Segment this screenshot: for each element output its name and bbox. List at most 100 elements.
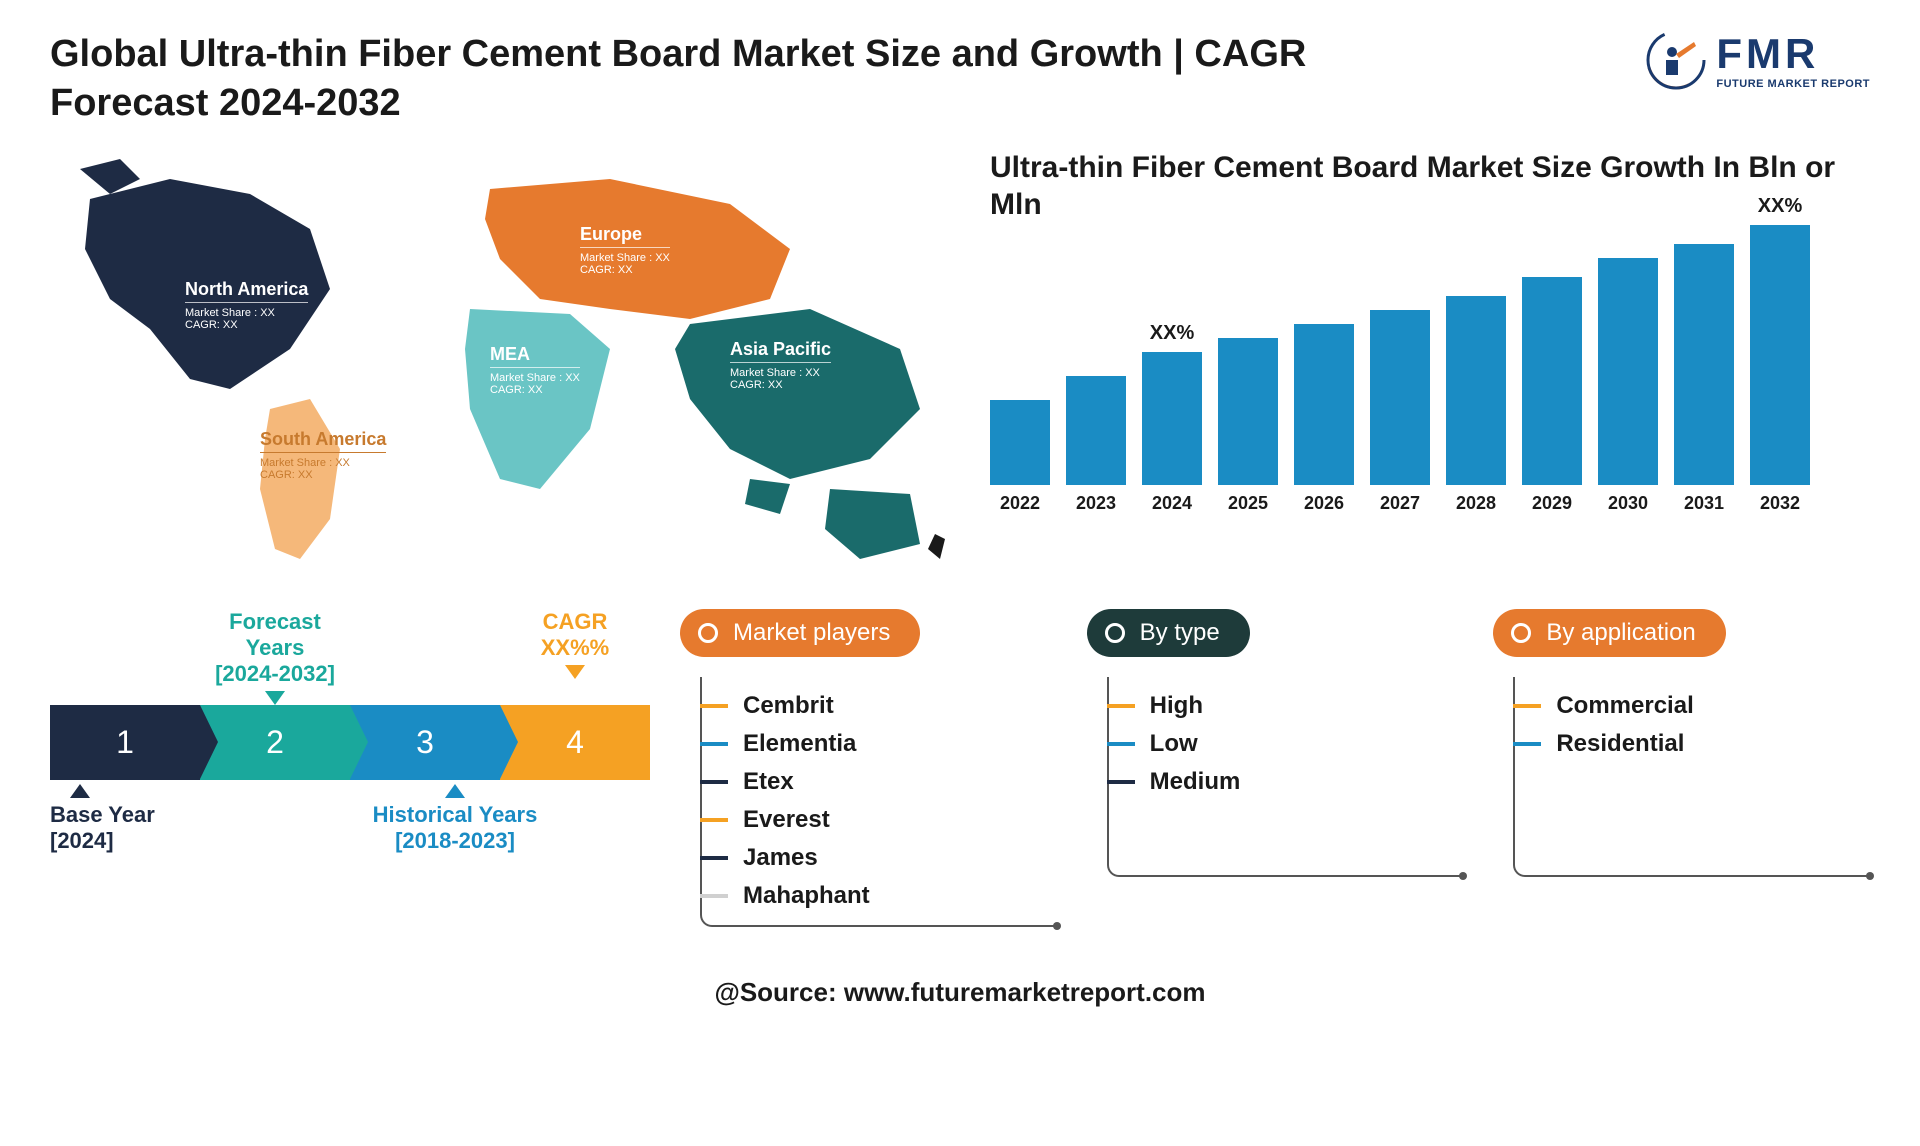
list-item-text: Everest <box>743 806 830 834</box>
bar-wrap: 2026 <box>1294 324 1354 514</box>
chart-bar <box>1750 225 1810 485</box>
bar-annotation: XX% <box>1758 195 1802 218</box>
tick-icon <box>1513 742 1541 746</box>
bar-wrap: 2029 <box>1522 277 1582 514</box>
chart-bar <box>1066 376 1126 485</box>
tick-icon <box>1107 704 1135 708</box>
tick-icon <box>1513 704 1541 708</box>
list-item-text: Commercial <box>1556 692 1693 720</box>
list-item-text: Low <box>1150 730 1198 758</box>
region-share: Market Share : XX <box>490 372 580 384</box>
category-by-type: By type High Low Medium <box>1087 609 1464 877</box>
list-item: James <box>700 839 1057 877</box>
tick-icon <box>700 894 728 898</box>
region-label-eu: Europe Market Share : XX CAGR: XX <box>580 224 670 276</box>
category-market-players: Market players Cembrit Elementia Etex Evere… <box>680 609 1057 927</box>
region-label-mea: MEA Market Share : XX CAGR: XX <box>490 344 580 396</box>
list-item: Etex <box>700 763 1057 801</box>
category-title: Market players <box>733 619 890 647</box>
list-item: Commercial <box>1513 687 1870 725</box>
triangle-up-icon <box>445 784 465 798</box>
page-title: Global Ultra-thin Fiber Cement Board Mar… <box>50 30 1350 129</box>
timeline-seg-4: 4 <box>500 705 650 780</box>
region-share: Market Share : XX <box>185 307 308 319</box>
timeline-seg-1: 1 <box>50 705 200 780</box>
region-name: MEA <box>490 344 580 368</box>
triangle-up-icon <box>70 784 90 798</box>
region-share: Market Share : XX <box>580 252 670 264</box>
category-header: By application <box>1493 609 1725 657</box>
list-item: High <box>1107 687 1464 725</box>
list-item-text: Residential <box>1556 730 1684 758</box>
bar-x-label: 2029 <box>1532 493 1572 514</box>
region-name: Europe <box>580 224 670 248</box>
chart-bar <box>1142 352 1202 484</box>
chart-bar <box>990 400 1050 485</box>
tick-icon <box>1107 742 1135 746</box>
list-item-text: Medium <box>1150 768 1241 796</box>
category-header: By type <box>1087 609 1250 657</box>
region-name: South America <box>260 429 386 453</box>
region-share: Market Share : XX <box>260 457 386 469</box>
region-cagr: CAGR: XX <box>490 384 580 396</box>
base-year-label: Base Year <box>50 802 155 827</box>
bar-x-label: 2027 <box>1380 493 1420 514</box>
bar-x-label: 2023 <box>1076 493 1116 514</box>
bar-x-label: 2030 <box>1608 493 1648 514</box>
bar-wrap: 2031 <box>1674 244 1734 514</box>
bar-x-label: 2028 <box>1456 493 1496 514</box>
list-item: Medium <box>1107 763 1464 801</box>
tick-icon <box>700 742 728 746</box>
logo-subtitle: FUTURE MARKET REPORT <box>1716 78 1870 90</box>
list-item: Everest <box>700 801 1057 839</box>
bar-x-label: 2025 <box>1228 493 1268 514</box>
list-item: Cembrit <box>700 687 1057 725</box>
list-item: Elementia <box>700 725 1057 763</box>
tick-icon <box>700 780 728 784</box>
chart-bar <box>1674 244 1734 485</box>
historical-label: Historical Years <box>373 802 538 827</box>
source-attribution: @Source: www.futuremarketreport.com <box>50 977 1870 1008</box>
list-item-text: Mahaphant <box>743 882 870 910</box>
bar-x-label: 2032 <box>1760 493 1800 514</box>
region-name: Asia Pacific <box>730 339 831 363</box>
spyglass-person-icon <box>1646 30 1706 90</box>
chart-bar <box>1522 277 1582 485</box>
forecast-label: Forecast Years <box>229 609 321 660</box>
category-by-application: By application Commercial Residential <box>1493 609 1870 877</box>
list-item-text: Cembrit <box>743 692 834 720</box>
cagr-label: CAGR <box>543 609 608 634</box>
list-item-text: Etex <box>743 768 794 796</box>
chart-bar <box>1446 296 1506 485</box>
bar-wrap: XX%2032 <box>1750 225 1810 514</box>
region-share: Market Share : XX <box>730 367 831 379</box>
chart-bar <box>1598 258 1658 485</box>
bar-wrap: 2025 <box>1218 338 1278 514</box>
region-cagr: CAGR: XX <box>580 264 670 276</box>
list-item: Residential <box>1513 725 1870 763</box>
list-item-text: Elementia <box>743 730 856 758</box>
region-name: North America <box>185 279 308 303</box>
growth-bar-chart: Ultra-thin Fiber Cement Board Market Siz… <box>990 149 1870 569</box>
bar-wrap: 2030 <box>1598 258 1658 514</box>
list-item: Low <box>1107 725 1464 763</box>
chart-bar <box>1218 338 1278 485</box>
list-item: Mahaphant <box>700 877 1057 915</box>
cagr-value: XX%% <box>541 635 609 660</box>
historical-value: [2018-2023] <box>395 828 515 853</box>
tick-icon <box>1107 780 1135 784</box>
list-item-text: James <box>743 844 818 872</box>
category-title: By type <box>1140 619 1220 647</box>
chart-title: Ultra-thin Fiber Cement Board Market Siz… <box>990 149 1870 224</box>
bar-wrap: 2022 <box>990 400 1050 514</box>
region-label-sa: South America Market Share : XX CAGR: XX <box>260 429 386 481</box>
bar-x-label: 2031 <box>1684 493 1724 514</box>
category-header: Market players <box>680 609 920 657</box>
tick-icon <box>700 818 728 822</box>
bar-x-label: 2022 <box>1000 493 1040 514</box>
bar-wrap: 2023 <box>1066 376 1126 514</box>
timeline-infographic: Forecast Years [2024-2032] CAGR XX%% 1 2… <box>50 609 650 854</box>
bar-wrap: XX%2024 <box>1142 352 1202 513</box>
timeline-seg-3: 3 <box>350 705 500 780</box>
category-title: By application <box>1546 619 1695 647</box>
